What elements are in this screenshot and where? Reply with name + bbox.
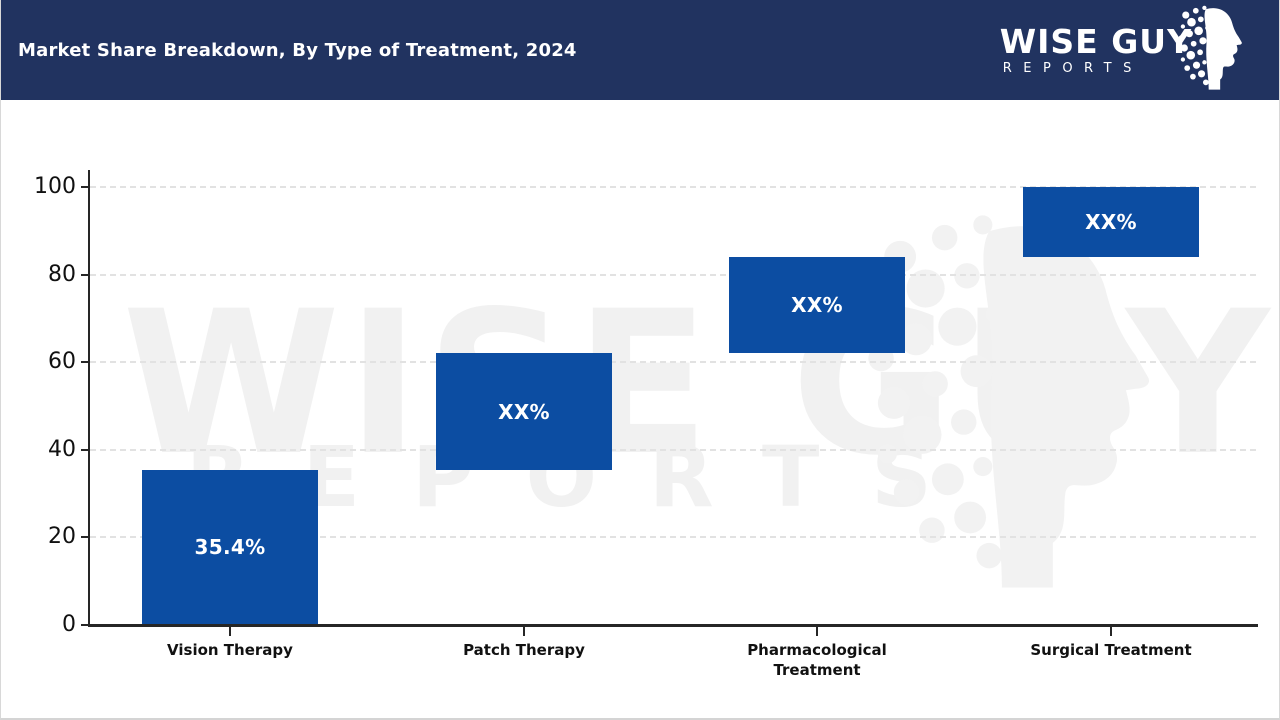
y-tick-label: 0 xyxy=(62,612,76,637)
y-axis-tick xyxy=(81,186,89,188)
y-axis xyxy=(88,170,90,626)
bar-value-label: XX% xyxy=(1085,210,1137,235)
x-axis-tick xyxy=(1110,627,1112,636)
watermark-head-icon xyxy=(868,215,1150,588)
x-axis xyxy=(88,624,1258,627)
x-axis-tick xyxy=(523,627,525,636)
logo-wordmark: WISE GUY xyxy=(999,22,1192,61)
bar-value-label: 35.4% xyxy=(194,535,266,560)
y-gridline xyxy=(90,448,1256,451)
x-category-label: Pharmacological Treatment xyxy=(747,641,887,679)
bar: XX% xyxy=(729,257,905,354)
wise-guy-reports-logo: WISE GUY REPORTS xyxy=(1000,5,1254,91)
logo-subtitle: REPORTS xyxy=(1002,61,1143,76)
bar-value-label: XX% xyxy=(498,399,550,424)
bar: XX% xyxy=(436,353,612,470)
y-tick-label: 80 xyxy=(48,261,76,287)
x-axis-tick xyxy=(229,627,231,636)
bar-value-label: XX% xyxy=(791,293,843,318)
y-axis-tick xyxy=(81,448,89,451)
bar: XX% xyxy=(1023,187,1199,258)
x-axis-tick xyxy=(816,627,818,636)
y-gridline xyxy=(90,186,1256,188)
y-tick-label: 20 xyxy=(48,524,76,550)
y-tick-label: 60 xyxy=(48,349,76,375)
chart-title: Market Share Breakdown, By Type of Treat… xyxy=(18,39,577,61)
x-category-label: Patch Therapy xyxy=(463,641,585,659)
y-axis-tick xyxy=(81,361,89,364)
dotted-head-logo-icon xyxy=(1178,5,1242,90)
y-tick-label: 40 xyxy=(48,436,76,462)
logo-text: WISE GUY REPORTS xyxy=(1000,25,1192,75)
x-category-label: Vision Therapy xyxy=(167,641,293,659)
y-axis-tick xyxy=(81,273,89,276)
x-category-label: Surgical Treatment xyxy=(1030,641,1192,659)
y-tick-label: 100 xyxy=(34,174,76,199)
y-gridline xyxy=(90,536,1256,539)
y-axis-tick xyxy=(81,536,89,539)
y-gridline xyxy=(90,361,1256,364)
header-bar: Market Share Breakdown, By Type of Treat… xyxy=(0,0,1280,100)
bar: 35.4% xyxy=(142,469,318,625)
y-gridline xyxy=(90,273,1256,276)
y-axis-tick xyxy=(81,624,89,626)
